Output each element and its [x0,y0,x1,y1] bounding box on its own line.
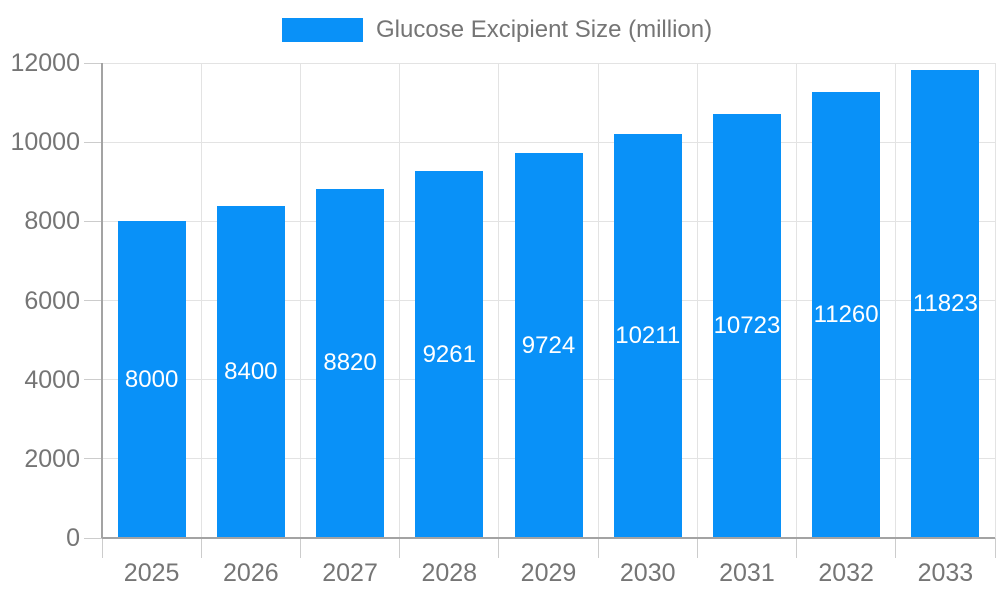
y-axis-line [101,63,103,538]
bar-value-label: 11823 [912,290,978,317]
x-axis-label: 2025 [123,559,180,587]
legend-label: Glucose Excipient Size (million) [376,16,713,43]
bar-value-label: 8000 [124,365,179,393]
v-gridline [498,63,500,538]
bar-2027[interactable] [316,188,385,537]
bar-value-label: 9724 [521,331,576,359]
bar-value-label: 9261 [422,340,476,368]
x-axis-tick [200,538,202,558]
bar-2030[interactable] [613,133,682,537]
x-axis-tick [994,538,996,558]
y-axis-tick [84,300,102,301]
h-gridline [102,141,995,143]
y-axis-tick [84,141,102,143]
x-axis-tick [696,538,698,558]
y-axis-label: 2000 [24,444,80,473]
x-axis-tick [895,538,897,558]
v-gridline [994,63,996,538]
y-axis-tick [84,537,102,539]
bar-2031[interactable] [712,113,781,537]
bar-value-label: 10211 [615,321,681,349]
x-axis-label: 2028 [421,559,478,587]
bar-value-label: 10723 [713,311,781,339]
x-axis-tick [399,538,401,558]
x-axis-tick [299,538,301,558]
chart-legend: Glucose Excipient Size (million) [282,16,712,44]
x-axis-label: 2027 [322,559,378,587]
bar-2032[interactable] [812,92,881,537]
x-axis-tick [796,538,798,558]
x-axis-label: 2032 [818,559,874,587]
bar-2029[interactable] [514,153,583,537]
y-axis-tick [84,458,102,460]
bar-2033[interactable] [911,70,980,537]
x-axis-label: 2033 [917,559,974,587]
v-gridline [200,63,202,538]
h-gridline [102,62,995,64]
v-gridline [895,63,897,538]
v-gridline [696,63,698,538]
bar-value-label: 8820 [323,349,377,377]
bar-2026[interactable] [216,205,285,537]
y-axis-tick [84,220,102,222]
bar-value-label: 11260 [813,301,879,329]
y-axis-tick [84,379,102,381]
bar-2028[interactable] [415,171,484,537]
bar-value-label: 8400 [224,357,278,385]
x-axis-tick [498,538,500,558]
v-gridline [399,63,401,538]
x-axis-label: 2029 [520,559,577,587]
x-axis-tick [101,538,103,558]
x-axis-label: 2031 [719,559,775,587]
v-gridline [299,63,301,538]
y-axis-label: 12000 [10,49,80,77]
legend-swatch [282,18,363,42]
v-gridline [597,63,599,538]
x-axis-line [102,537,995,539]
y-axis-label: 10000 [10,128,80,157]
x-axis-label: 2030 [619,559,676,587]
x-axis-tick [597,538,599,558]
x-axis-label: 2026 [223,559,279,587]
v-gridline [796,63,798,538]
y-axis-tick [84,62,102,64]
y-axis-label: 4000 [24,365,80,394]
y-axis-label: 6000 [24,286,80,315]
y-axis-label: 8000 [24,207,80,236]
bar-2025[interactable] [117,221,186,537]
y-axis-label: 0 [66,524,80,552]
